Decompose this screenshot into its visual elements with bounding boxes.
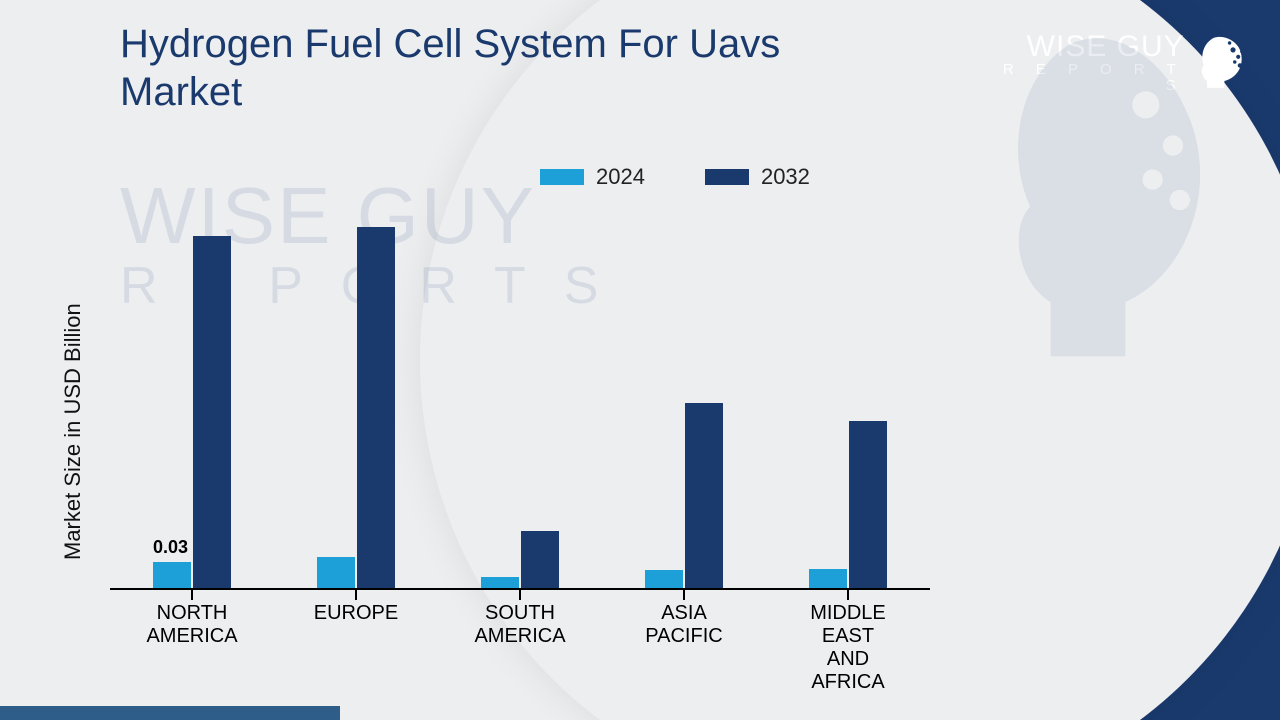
- bottom-accent-bar: [0, 706, 340, 720]
- chart-plot: 0.03: [110, 210, 930, 590]
- legend-item-2024: 2024: [540, 164, 645, 190]
- bar-2032: [685, 403, 723, 588]
- legend-item-2032: 2032: [705, 164, 810, 190]
- x-axis-label: ASIAPACIFIC: [614, 602, 754, 694]
- bar-2032: [521, 531, 559, 588]
- x-axis-label: MIDDLEEASTANDAFRICA: [778, 602, 918, 694]
- bar-group: [788, 421, 908, 588]
- y-axis-label: Market Size in USD Billion: [60, 303, 86, 560]
- x-axis-line: [110, 588, 930, 590]
- chart-title: Hydrogen Fuel Cell System For Uavs Marke…: [120, 20, 880, 116]
- bar-value-label: 0.03: [153, 537, 188, 558]
- bar-group: [460, 531, 580, 588]
- bar-2024: [153, 562, 191, 588]
- bar-group: 0.03: [132, 236, 252, 588]
- bar-2024: [809, 569, 847, 588]
- bar-groups: 0.03: [110, 210, 930, 588]
- x-axis-labels: NORTHAMERICA EUROPE SOUTHAMERICA ASIAPACIFI…: [110, 602, 930, 694]
- legend-swatch-2024: [540, 169, 584, 185]
- x-axis-label: NORTHAMERICA: [122, 602, 262, 694]
- legend-label-2032: 2032: [761, 164, 810, 190]
- bar-2032: [849, 421, 887, 588]
- bar-2024: [317, 557, 355, 588]
- bar-2024: [481, 577, 519, 588]
- bar-group: [296, 227, 416, 588]
- bar-2032: [357, 227, 395, 588]
- legend: 2024 2032: [540, 164, 810, 190]
- watermark-head-icon: [990, 30, 1220, 370]
- legend-swatch-2032: [705, 169, 749, 185]
- x-axis-label: EUROPE: [286, 602, 426, 694]
- legend-label-2024: 2024: [596, 164, 645, 190]
- bar-group: [624, 403, 744, 588]
- canvas: WISE GUY R E P O R T S WISE GUY REPORTS …: [0, 0, 1280, 720]
- x-axis-label: SOUTHAMERICA: [450, 602, 590, 694]
- bar-2032: [193, 236, 231, 588]
- bar-2024: [645, 570, 683, 588]
